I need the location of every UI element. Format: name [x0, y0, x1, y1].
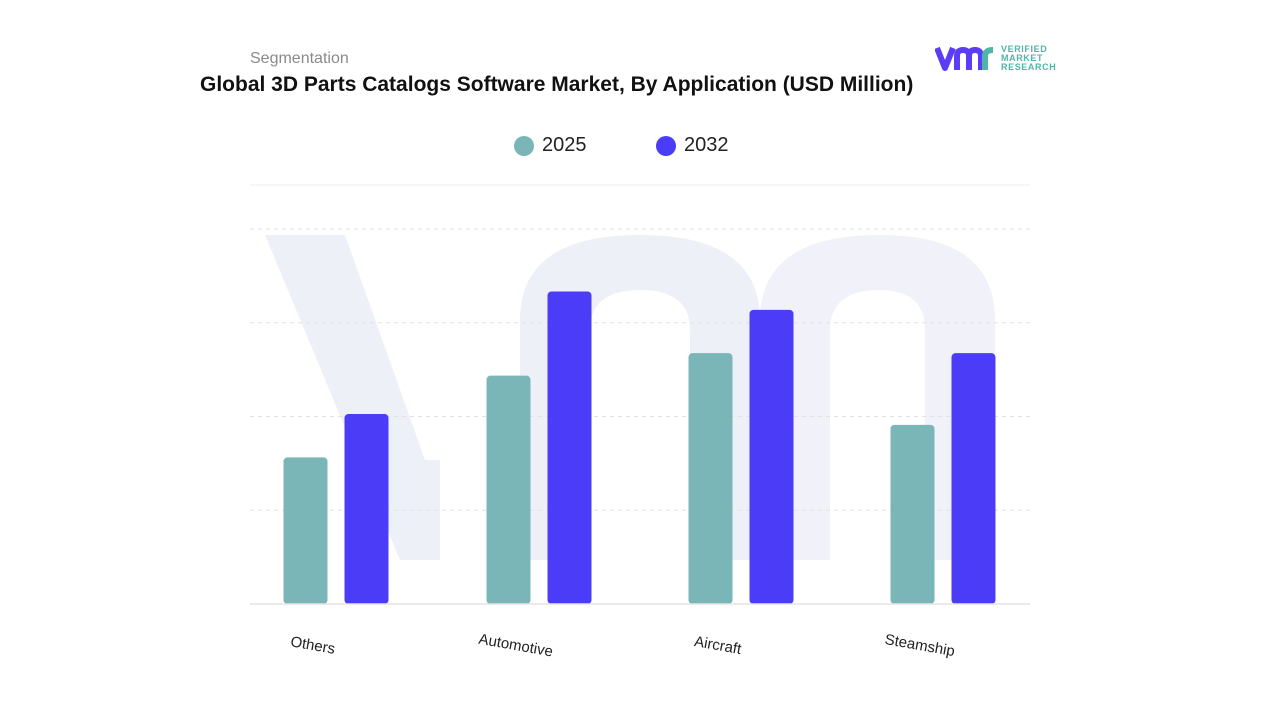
legend-item-2032: 2032 — [656, 134, 729, 157]
bar-automotive-2032 — [547, 291, 592, 604]
x-tick-labels: Others Automotive Aircraft Steamship — [289, 631, 956, 661]
bar-steamship-2032 — [951, 353, 996, 604]
chart-subtitle: Segmentation — [250, 50, 349, 67]
legend-swatch-2032 — [656, 135, 676, 156]
bar-automotive-2025 — [486, 375, 531, 604]
chart-legend: 2025 2032 — [0, 134, 1280, 164]
bar-steamship-2025 — [890, 424, 935, 604]
chart-title: Global 3D Parts Catalogs Software Market… — [200, 73, 914, 96]
x-tick-label-automotive: Automotive — [477, 631, 554, 661]
logo-line-verified: VERIFIED — [1001, 43, 1048, 54]
bars — [283, 291, 996, 604]
logo-line-market: MARKET — [1001, 52, 1044, 63]
x-tick-label-steamship: Steamship — [883, 631, 956, 660]
brand-logo: VERIFIED MARKET RESEARCH — [935, 44, 1056, 72]
legend-label-2025: 2025 — [542, 134, 587, 156]
bar-others-2032 — [344, 414, 389, 604]
vmr-logo-icon — [935, 46, 994, 71]
bar-others-2025 — [283, 457, 328, 604]
bar-aircraft-2032 — [749, 309, 794, 604]
x-tick-label-others: Others — [289, 633, 336, 658]
logo-line-research: RESEARCH — [1001, 61, 1057, 72]
logo-wordmark: VERIFIED MARKET RESEARCH — [1001, 43, 1057, 72]
bar-aircraft-2025 — [688, 353, 733, 604]
legend-item-2025: 2025 — [514, 134, 587, 157]
legend-swatch-2025 — [514, 135, 534, 156]
x-tick-label-aircraft: Aircraft — [693, 633, 744, 658]
legend-label-2032: 2032 — [684, 134, 729, 156]
